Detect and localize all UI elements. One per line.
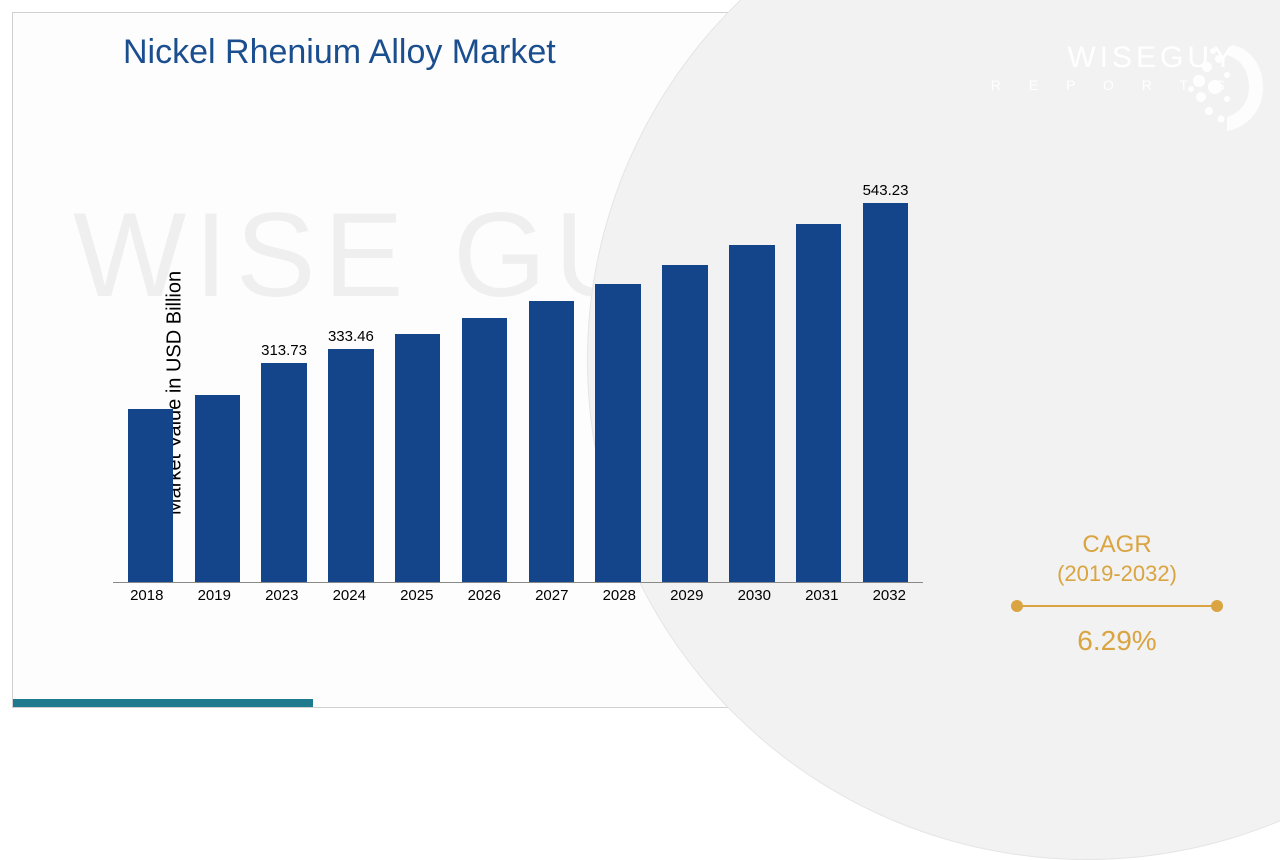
bar-2019 [184,163,251,582]
brand-main: WISEGUY [1067,41,1237,74]
x-tick: 2029 [653,587,721,604]
bottom-accent-bar [13,699,313,707]
bar [595,284,640,582]
bar [195,395,240,582]
bar-2031 [785,163,852,582]
bar-2023: 313.73 [251,163,318,582]
cagr-value: 6.29% [1007,625,1227,657]
x-tick: 2028 [586,587,654,604]
bar [729,245,774,582]
bar [395,334,440,582]
bar-2026 [451,163,518,582]
bar-2032: 543.23 [852,163,919,582]
x-axis-ticks: 2018201920232024202520262027202820292030… [113,587,923,604]
x-tick: 2026 [451,587,519,604]
cagr-divider-line [1017,605,1217,607]
bar [863,203,908,582]
side-panel: WISEGUY R E P O R T S CAGR (2019-2032) 6… [957,13,1267,707]
bar [796,224,841,582]
bars-container: 313.73 333.46 543.23 [113,163,923,582]
brand-sub: R E P O R T S [991,78,1237,93]
chart-title: Nickel Rhenium Alloy Market [123,33,556,72]
x-tick: 2031 [788,587,856,604]
bar-2027 [518,163,585,582]
bar-2018 [117,163,184,582]
bar [128,409,173,582]
x-tick: 2024 [316,587,384,604]
x-tick: 2027 [518,587,586,604]
cagr-box: CAGR (2019-2032) 6.29% [1007,531,1227,657]
x-tick: 2032 [856,587,924,604]
x-tick: 2030 [721,587,789,604]
bar [328,349,373,582]
plot-area: 313.73 333.46 543.23 [113,163,923,583]
x-tick: 2025 [383,587,451,604]
bar [662,265,707,582]
bar [462,318,507,582]
x-tick: 2023 [248,587,316,604]
bar [261,363,306,582]
bar-2030 [718,163,785,582]
x-tick: 2018 [113,587,181,604]
chart-frame: Nickel Rhenium Alloy Market WISE GUY Mar… [12,12,1268,708]
bar-value-label: 543.23 [863,182,909,199]
bar-2025 [384,163,451,582]
brand-logo: WISEGUY R E P O R T S [991,41,1237,93]
x-tick: 2019 [181,587,249,604]
bar-2029 [652,163,719,582]
cagr-range: (2019-2032) [1007,561,1227,587]
bar-2024: 333.46 [317,163,384,582]
bar-value-label: 313.73 [261,342,307,359]
bar-chart: Market Value in USD Billion 313.73333.46… [93,163,923,623]
cagr-label: CAGR [1007,531,1227,559]
bar [529,301,574,582]
bar-value-label: 333.46 [328,328,374,345]
bar-2028 [585,163,652,582]
